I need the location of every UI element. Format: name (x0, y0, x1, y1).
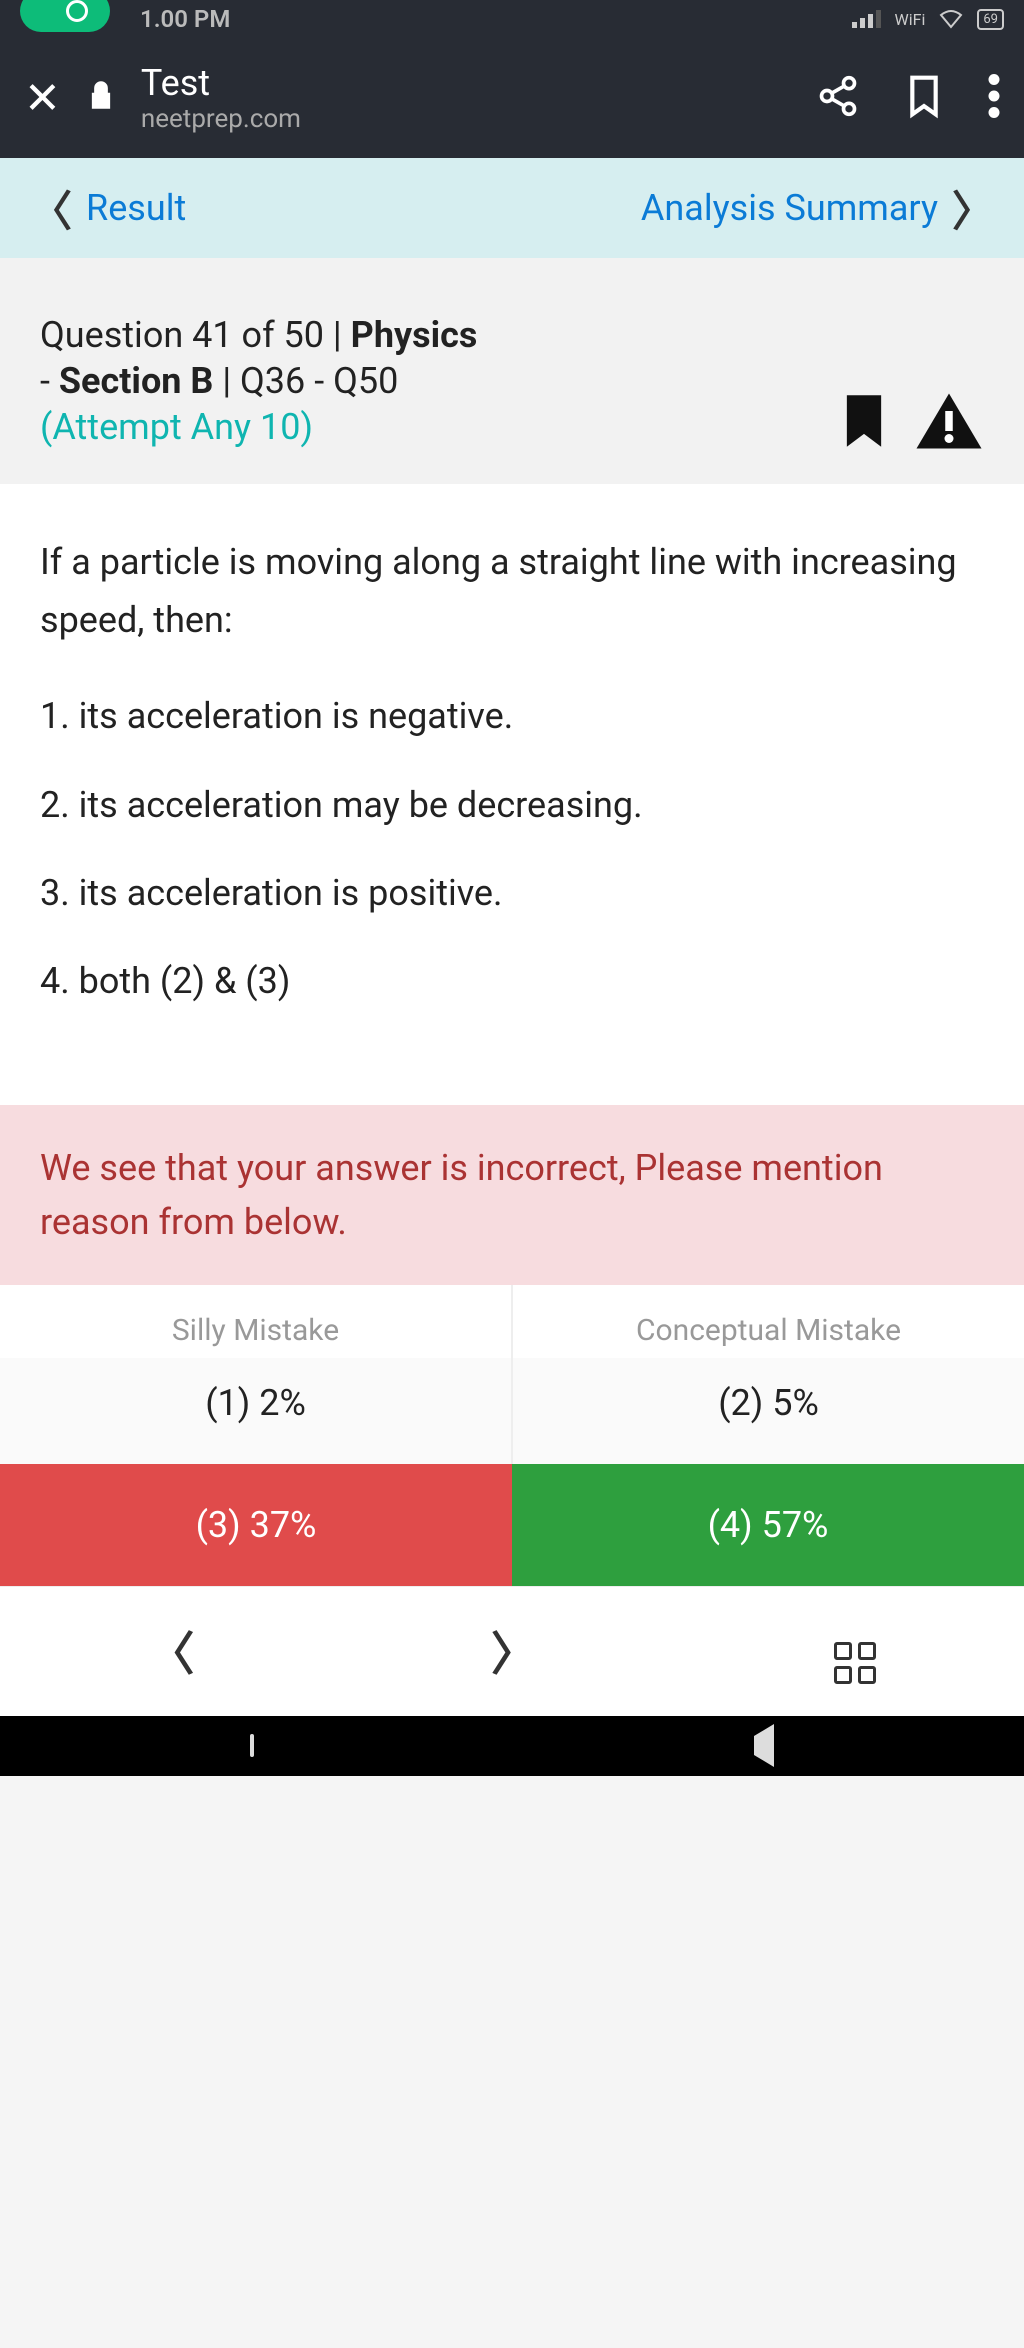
analysis-link[interactable]: Analysis Summary 〉 (641, 178, 994, 239)
result-label: Result (86, 187, 186, 229)
android-status-bar: 1.00 PM WiFi 69 (0, 0, 1024, 38)
mistake-reason-row: Silly Mistake Conceptual Mistake (0, 1285, 1024, 1358)
prev-question-button[interactable]: 〈 (148, 1618, 194, 1684)
section-label: Section B (59, 360, 214, 402)
question-range: | Q36 - Q50 (213, 360, 398, 402)
option-1[interactable]: 1. its acceleration is negative. (40, 691, 984, 741)
question-body: If a particle is moving along a straight… (0, 484, 1024, 1105)
browser-toolbar: ✕ Test neetprep.com (0, 38, 1024, 158)
warning-icon[interactable] (914, 390, 984, 456)
next-question-button[interactable]: 〉 (491, 1618, 537, 1684)
battery-indicator: 69 (977, 9, 1004, 30)
pct-option-1: (1) 2% (0, 1358, 513, 1464)
silly-mistake-button[interactable]: Silly Mistake (0, 1285, 513, 1358)
options-list: 1. its acceleration is negative. 2. its … (40, 691, 984, 1007)
signal-icon (852, 10, 881, 28)
page-url: neetprep.com (141, 104, 790, 134)
option-3[interactable]: 3. its acceleration is positive. (40, 868, 984, 918)
answer-row: (3) 37% (4) 57% (0, 1464, 1024, 1586)
question-nav-bar: 〈 〉 (0, 1586, 1024, 1716)
recent-apps-button[interactable] (250, 1736, 254, 1755)
percentage-row-1: (1) 2% (2) 5% (0, 1358, 1024, 1464)
question-text: If a particle is moving along a straight… (40, 534, 984, 649)
conceptual-mistake-button[interactable]: Conceptual Mistake (513, 1285, 1024, 1358)
status-time: 1.00 PM (140, 5, 230, 33)
grid-icon (834, 1642, 876, 1684)
status-pill (20, 0, 110, 32)
selected-wrong-answer: (3) 37% (0, 1464, 512, 1586)
grid-view-button[interactable] (834, 1618, 876, 1684)
close-icon[interactable]: ✕ (24, 72, 61, 124)
android-nav-bar (0, 1716, 1024, 1776)
question-number: Question 41 of 50 | (40, 314, 351, 356)
result-link[interactable]: 〈 Result (30, 178, 186, 239)
pct-option-2: (2) 5% (513, 1358, 1024, 1464)
subject-label: Physics (351, 314, 478, 356)
correct-answer: (4) 57% (512, 1464, 1024, 1586)
analysis-label: Analysis Summary (641, 187, 938, 229)
chevron-left-icon: 〈 (30, 178, 72, 239)
page-title: Test (141, 62, 790, 104)
more-menu-icon[interactable] (988, 74, 1000, 122)
back-button[interactable] (754, 1736, 774, 1755)
bookmark-outline-icon[interactable] (904, 72, 944, 124)
share-icon[interactable] (816, 74, 860, 122)
sub-navigation: 〈 Result Analysis Summary 〉 (0, 158, 1024, 258)
question-header: Question 41 of 50 | Physics - Section B … (0, 258, 1024, 484)
incorrect-banner: We see that your answer is incorrect, Pl… (0, 1105, 1024, 1285)
option-2[interactable]: 2. its acceleration may be decreasing. (40, 780, 984, 830)
wifi-label: WiFi (895, 10, 926, 29)
lock-icon (87, 79, 115, 118)
option-4[interactable]: 4. both (2) & (3) (40, 956, 984, 1006)
bookmark-filled-icon[interactable] (838, 391, 890, 455)
chevron-right-icon: 〉 (952, 178, 994, 239)
wifi-icon (939, 9, 963, 29)
